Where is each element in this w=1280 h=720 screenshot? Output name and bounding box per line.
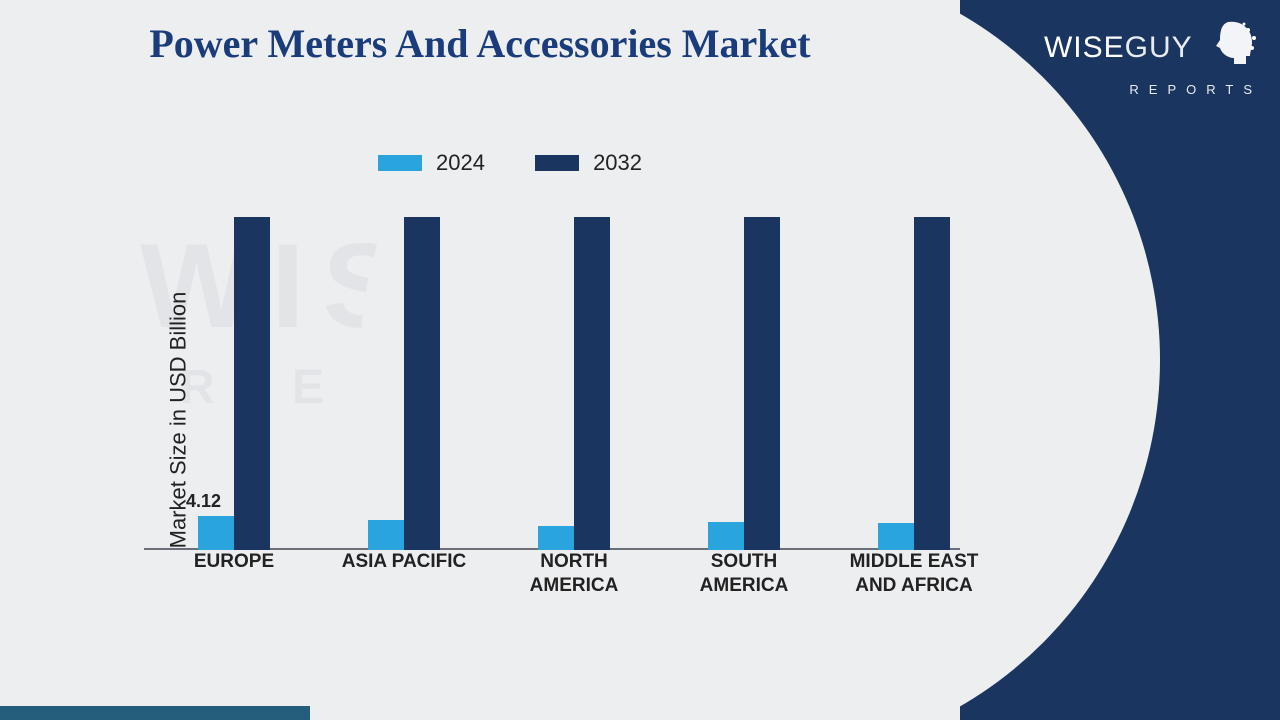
accent-bar <box>0 706 310 720</box>
legend-swatch-2024 <box>378 155 422 171</box>
legend-label-2032: 2032 <box>593 150 642 176</box>
legend-label-2024: 2024 <box>436 150 485 176</box>
bar-value-label: 4.12 <box>186 491 221 512</box>
bar-group <box>524 217 624 550</box>
category-label: EUROPE <box>159 550 309 574</box>
logo-text-guy: GUY <box>1125 31 1193 64</box>
legend: 2024 2032 <box>60 150 960 177</box>
bar-2024 <box>368 520 404 550</box>
bar-2032 <box>914 217 950 550</box>
category-label: ASIA PACIFIC <box>329 550 479 574</box>
bar-2032 <box>234 217 270 550</box>
category-label: NORTH AMERICA <box>499 550 649 598</box>
bar-group <box>864 217 964 550</box>
brand-logo: WISEGUY REPORTS <box>1044 18 1262 97</box>
bar-2032 <box>404 217 440 550</box>
bar-group <box>354 217 454 550</box>
logo-text-wise: WISE <box>1044 31 1125 64</box>
bar-chart: Market Size in USD Billion 2024 2032 4.1… <box>60 160 960 680</box>
legend-item-2024: 2024 <box>378 150 485 176</box>
category-labels: EUROPE ASIA PACIFIC NORTH AMERICA SOUTH AME… <box>144 550 960 680</box>
category-label: SOUTH AMERICA <box>669 550 819 598</box>
head-icon <box>1208 18 1262 80</box>
bar-2024 <box>538 526 574 550</box>
legend-item-2032: 2032 <box>535 150 642 176</box>
bar-group: 4.12 <box>184 217 284 550</box>
bar-2024 <box>708 522 744 550</box>
legend-swatch-2032 <box>535 155 579 171</box>
bar-2024 <box>878 523 914 551</box>
plot-area: 4.12 <box>144 200 960 550</box>
bar-2024 <box>198 516 234 550</box>
bar-2032 <box>574 217 610 550</box>
bar-2032 <box>744 217 780 550</box>
category-label: MIDDLE EAST AND AFRICA <box>839 550 989 598</box>
bar-group <box>694 217 794 550</box>
logo-text-reports: REPORTS <box>1044 82 1262 97</box>
chart-title: Power Meters And Accessories Market <box>0 20 960 67</box>
